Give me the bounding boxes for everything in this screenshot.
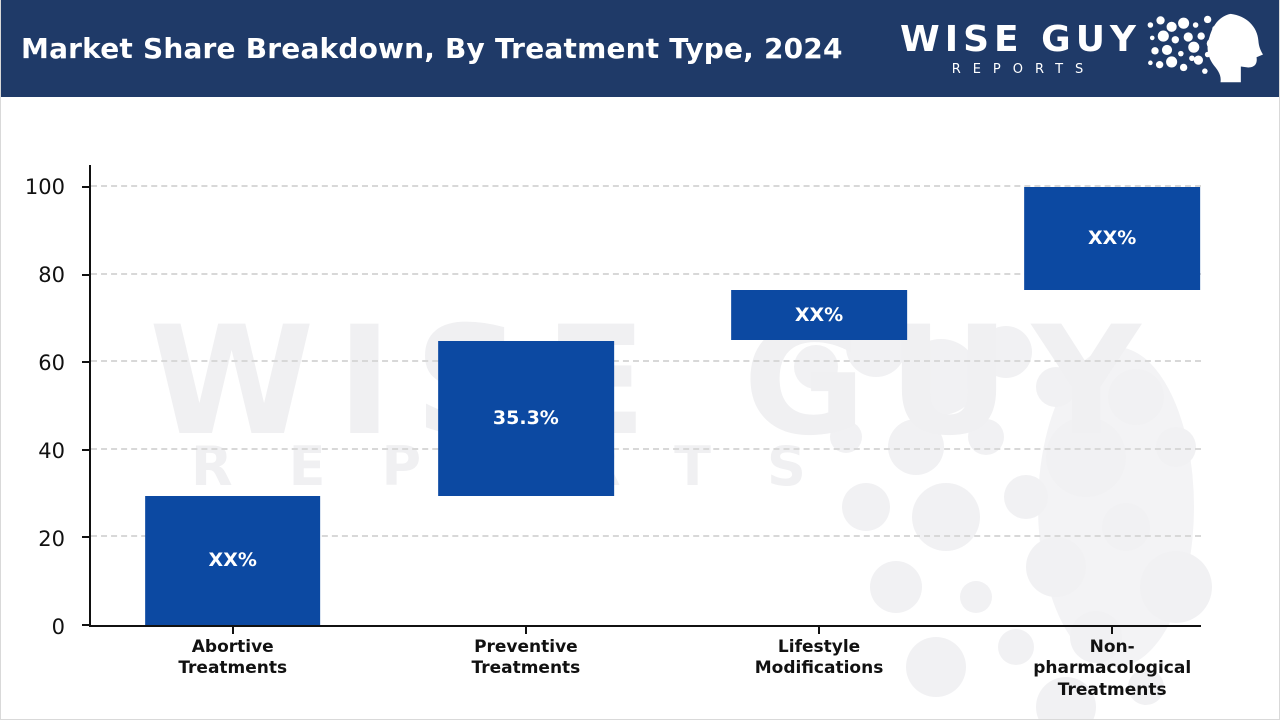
- y-tick-mark: [82, 185, 90, 188]
- y-tick-mark: [82, 448, 90, 451]
- x-tick-mark: [524, 627, 527, 634]
- x-category-label: Abortive Treatments: [178, 637, 288, 679]
- y-tick-label: 40: [38, 439, 65, 463]
- x-tick-mark: [1111, 627, 1114, 634]
- gridline: [91, 272, 1201, 275]
- y-tick-label: 20: [38, 527, 65, 551]
- watermark-text: WISE GUY: [149, 295, 1163, 469]
- bar-value-label: XX%: [208, 549, 257, 572]
- y-tick-label: 100: [24, 175, 65, 199]
- bar: 35.3%: [438, 341, 614, 496]
- plot-area: XX% Abortive Treatments 35.3% Preventive Tr…: [82, 165, 1201, 700]
- y-tick-label: 60: [38, 351, 65, 376]
- gridline: [91, 360, 1201, 363]
- gridline: [91, 184, 1201, 187]
- gridline: [91, 535, 1201, 538]
- x-tick-mark: [231, 627, 234, 634]
- bar-value-label: XX%: [794, 304, 844, 327]
- y-tick-label: 0: [51, 615, 65, 639]
- page-title: Market Share Breakdown, By Treatment Typ…: [21, 32, 843, 65]
- x-tick-mark: [818, 627, 821, 634]
- x-category-label: Preventive Treatments: [471, 637, 581, 679]
- logo-subtext: REPORTS: [951, 61, 1096, 77]
- x-category-label: Non-pharmacological Treatments: [1033, 637, 1192, 700]
- gridline: [91, 447, 1201, 450]
- y-axis: 0 20 40 60 80 100: [1, 165, 81, 639]
- y-tick-mark: [82, 536, 90, 539]
- y-tick-mark: [82, 361, 90, 364]
- brand-logo: WISE GUY REPORTS: [900, 10, 1263, 88]
- logo-wordmark-text: WISE GUY: [899, 18, 1141, 60]
- bar-value-label: 35.3%: [492, 407, 559, 430]
- bar: XX%: [144, 495, 321, 625]
- header: Market Share Breakdown, By Treatment Typ…: [1, 0, 1279, 97]
- bar-value-label: XX%: [1088, 227, 1137, 250]
- bar: XX%: [731, 289, 907, 341]
- y-tick-mark: [82, 624, 90, 626]
- bar: XX%: [1024, 186, 1201, 290]
- logo-wordmark: WISE GUY REPORTS: [899, 18, 1141, 77]
- y-tick-label: 80: [38, 263, 65, 287]
- x-category-label: Lifestyle Modifications: [754, 637, 884, 679]
- logo-head-icon: [1147, 13, 1263, 82]
- y-tick-mark: [82, 273, 90, 276]
